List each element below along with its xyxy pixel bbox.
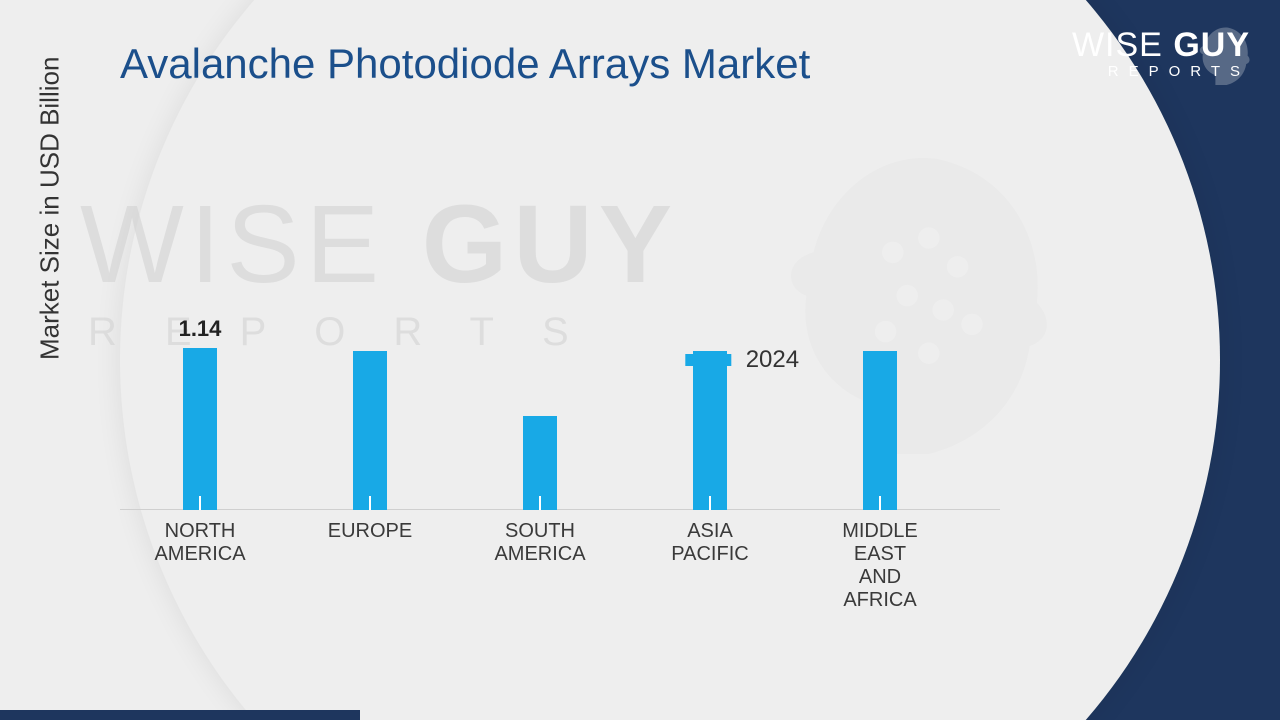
bar bbox=[523, 416, 557, 510]
category-label: NORTHAMERICA bbox=[120, 514, 280, 566]
logo-line1a: WISE bbox=[1072, 26, 1163, 64]
chart-title: Avalanche Photodiode Arrays Market bbox=[120, 40, 810, 88]
bar-group: SOUTHAMERICA bbox=[460, 140, 620, 610]
category-label: SOUTHAMERICA bbox=[460, 514, 620, 566]
y-axis-label: Market Size in USD Billion bbox=[35, 57, 66, 360]
category-label: EUROPE bbox=[290, 514, 450, 543]
bar bbox=[353, 351, 387, 510]
category-label: ASIAPACIFIC bbox=[630, 514, 790, 566]
category-label: MIDDLEEASTANDAFRICA bbox=[800, 514, 960, 612]
bar-group: EUROPE bbox=[290, 140, 450, 610]
bottom-accent-bar bbox=[0, 710, 360, 720]
bar-group: 1.14 NORTHAMERICA bbox=[120, 140, 280, 610]
bar-tick bbox=[539, 496, 541, 510]
bar-tick bbox=[709, 496, 711, 510]
bar-group: ASIAPACIFIC bbox=[630, 140, 790, 610]
stage: WISE GUY REPORTS Avalanche Photodiode Ar… bbox=[0, 0, 1280, 720]
bar-tick bbox=[369, 496, 371, 510]
bar-group: MIDDLEEASTANDAFRICA bbox=[800, 140, 960, 610]
bar-tick bbox=[879, 496, 881, 510]
bar bbox=[693, 351, 727, 510]
brand-logo: WISE GUY REPORTS bbox=[1072, 28, 1250, 79]
logo-head-icon bbox=[1186, 22, 1256, 92]
bar-chart: 1.14 NORTHAMERICA EUROPE SOUTHAMERICAASIAPA… bbox=[120, 140, 1000, 610]
bar bbox=[183, 348, 217, 510]
bar-value-label: 1.14 bbox=[179, 316, 222, 342]
bar bbox=[863, 351, 897, 510]
bar-tick bbox=[199, 496, 201, 510]
